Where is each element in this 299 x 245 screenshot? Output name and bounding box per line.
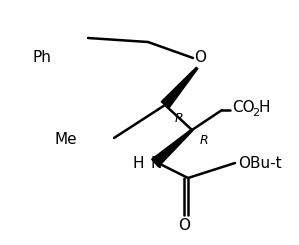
Text: N: N [150,156,161,171]
Text: H: H [259,100,271,115]
Polygon shape [152,129,193,167]
Text: Ph: Ph [32,50,51,65]
Text: R: R [200,134,209,147]
Text: H: H [133,156,144,171]
Polygon shape [161,67,198,108]
Text: CO: CO [232,100,255,115]
Text: 2: 2 [252,108,259,118]
Text: R: R [175,111,184,124]
Text: OBu-t: OBu-t [238,156,282,171]
Text: O: O [178,218,190,233]
Text: O: O [194,50,206,65]
Text: Me: Me [55,133,78,147]
